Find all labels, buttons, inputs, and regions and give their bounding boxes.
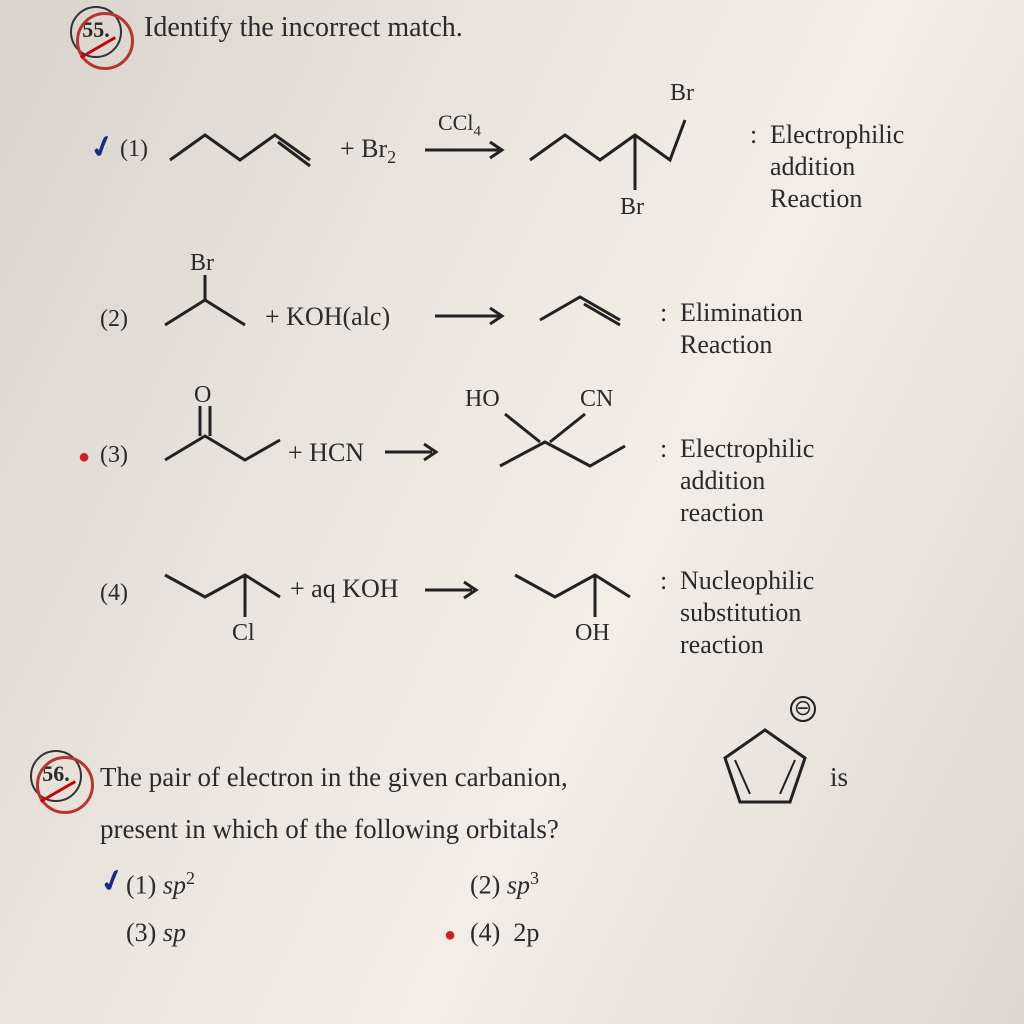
q56-opt2: (2) sp3	[470, 868, 539, 901]
q56-prompt-c: present in which of the following orbita…	[100, 814, 559, 845]
opt1-d3: Reaction	[770, 184, 862, 214]
arrow-icon	[380, 434, 450, 474]
isopropyl-br-icon	[150, 270, 270, 340]
checkmark-icon: ✓	[96, 861, 129, 901]
opt1-d2: addition	[770, 152, 855, 182]
q55-prompt: Identify the incorrect match.	[144, 12, 463, 43]
q56-prompt-a: The pair of electron in the given carban…	[100, 762, 568, 793]
opt2-plus: + KOH(alc)	[265, 302, 390, 332]
opt3-plus: + HCN	[288, 438, 364, 468]
bullet-icon: ●	[444, 924, 456, 947]
opt4-colon: :	[660, 566, 667, 596]
opt3-d1: Electrophilic	[680, 434, 814, 464]
bullet-icon: ●	[78, 446, 90, 469]
opt4-oh: OH	[575, 620, 610, 647]
opt2-colon: :	[660, 298, 667, 328]
opt2-num: (2)	[100, 306, 128, 333]
q55-header: 55. Identify the incorrect match.	[70, 6, 1004, 58]
opt3-num: (3)	[100, 442, 128, 469]
opt1-num: (1)	[120, 136, 148, 163]
opt2-d1: Elimination	[680, 298, 803, 328]
minus-charge-icon: ⊖	[790, 696, 816, 722]
q56-circle: 56.	[30, 750, 82, 802]
q55-circle: 55.	[70, 6, 122, 58]
opt3-d3: reaction	[680, 498, 764, 528]
opt1-d1: Electrophilic	[770, 120, 904, 150]
ketone-icon	[150, 398, 300, 478]
arrow-icon	[420, 572, 490, 612]
q56-opt3: (3) sp	[126, 918, 186, 948]
q55-opt3: ● (3) O + HCN HO CN : Electrophilic addi…	[50, 390, 990, 540]
arrow-icon	[430, 298, 520, 338]
opt4-d1: Nucleophilic	[680, 566, 814, 596]
q55-opt1: ✓ (1) + Br2 CCl4 Br Br : Electrophilic a…	[50, 80, 990, 240]
opt1-ccl4: CCl4	[438, 110, 481, 140]
alkene-structure-icon	[160, 120, 350, 180]
cyclopentadienyl-icon	[710, 712, 820, 812]
opt3-d2: addition	[680, 466, 765, 496]
cyanohydrin-icon	[470, 404, 660, 484]
opt4-d3: reaction	[680, 630, 764, 660]
opt4-cl: Cl	[232, 620, 255, 647]
opt4-d2: substitution	[680, 598, 801, 628]
checkmark-icon: ✓	[86, 127, 119, 167]
propene-icon	[530, 285, 650, 335]
opt4-num: (4)	[100, 580, 128, 607]
opt3-colon: :	[660, 434, 667, 464]
q55-opt2: (2) Br + KOH(alc) : Elimination Reaction	[50, 250, 990, 380]
opt1-br-bot: Br	[620, 194, 644, 221]
opt1-colon: :	[750, 120, 757, 150]
opt4-plus: + aq KOH	[290, 574, 399, 604]
q55-opt4: (4) Cl + aq KOH OH : Nucleophilic substi…	[50, 550, 990, 690]
chloride-icon	[150, 555, 290, 645]
q56-opt1: (1) sp2	[126, 868, 195, 901]
opt2-d2: Reaction	[680, 330, 772, 360]
q56-prompt-b: is	[830, 762, 848, 793]
q56-opt4: (4) 2p	[470, 918, 539, 948]
opt1-plus: + Br2	[340, 134, 396, 168]
